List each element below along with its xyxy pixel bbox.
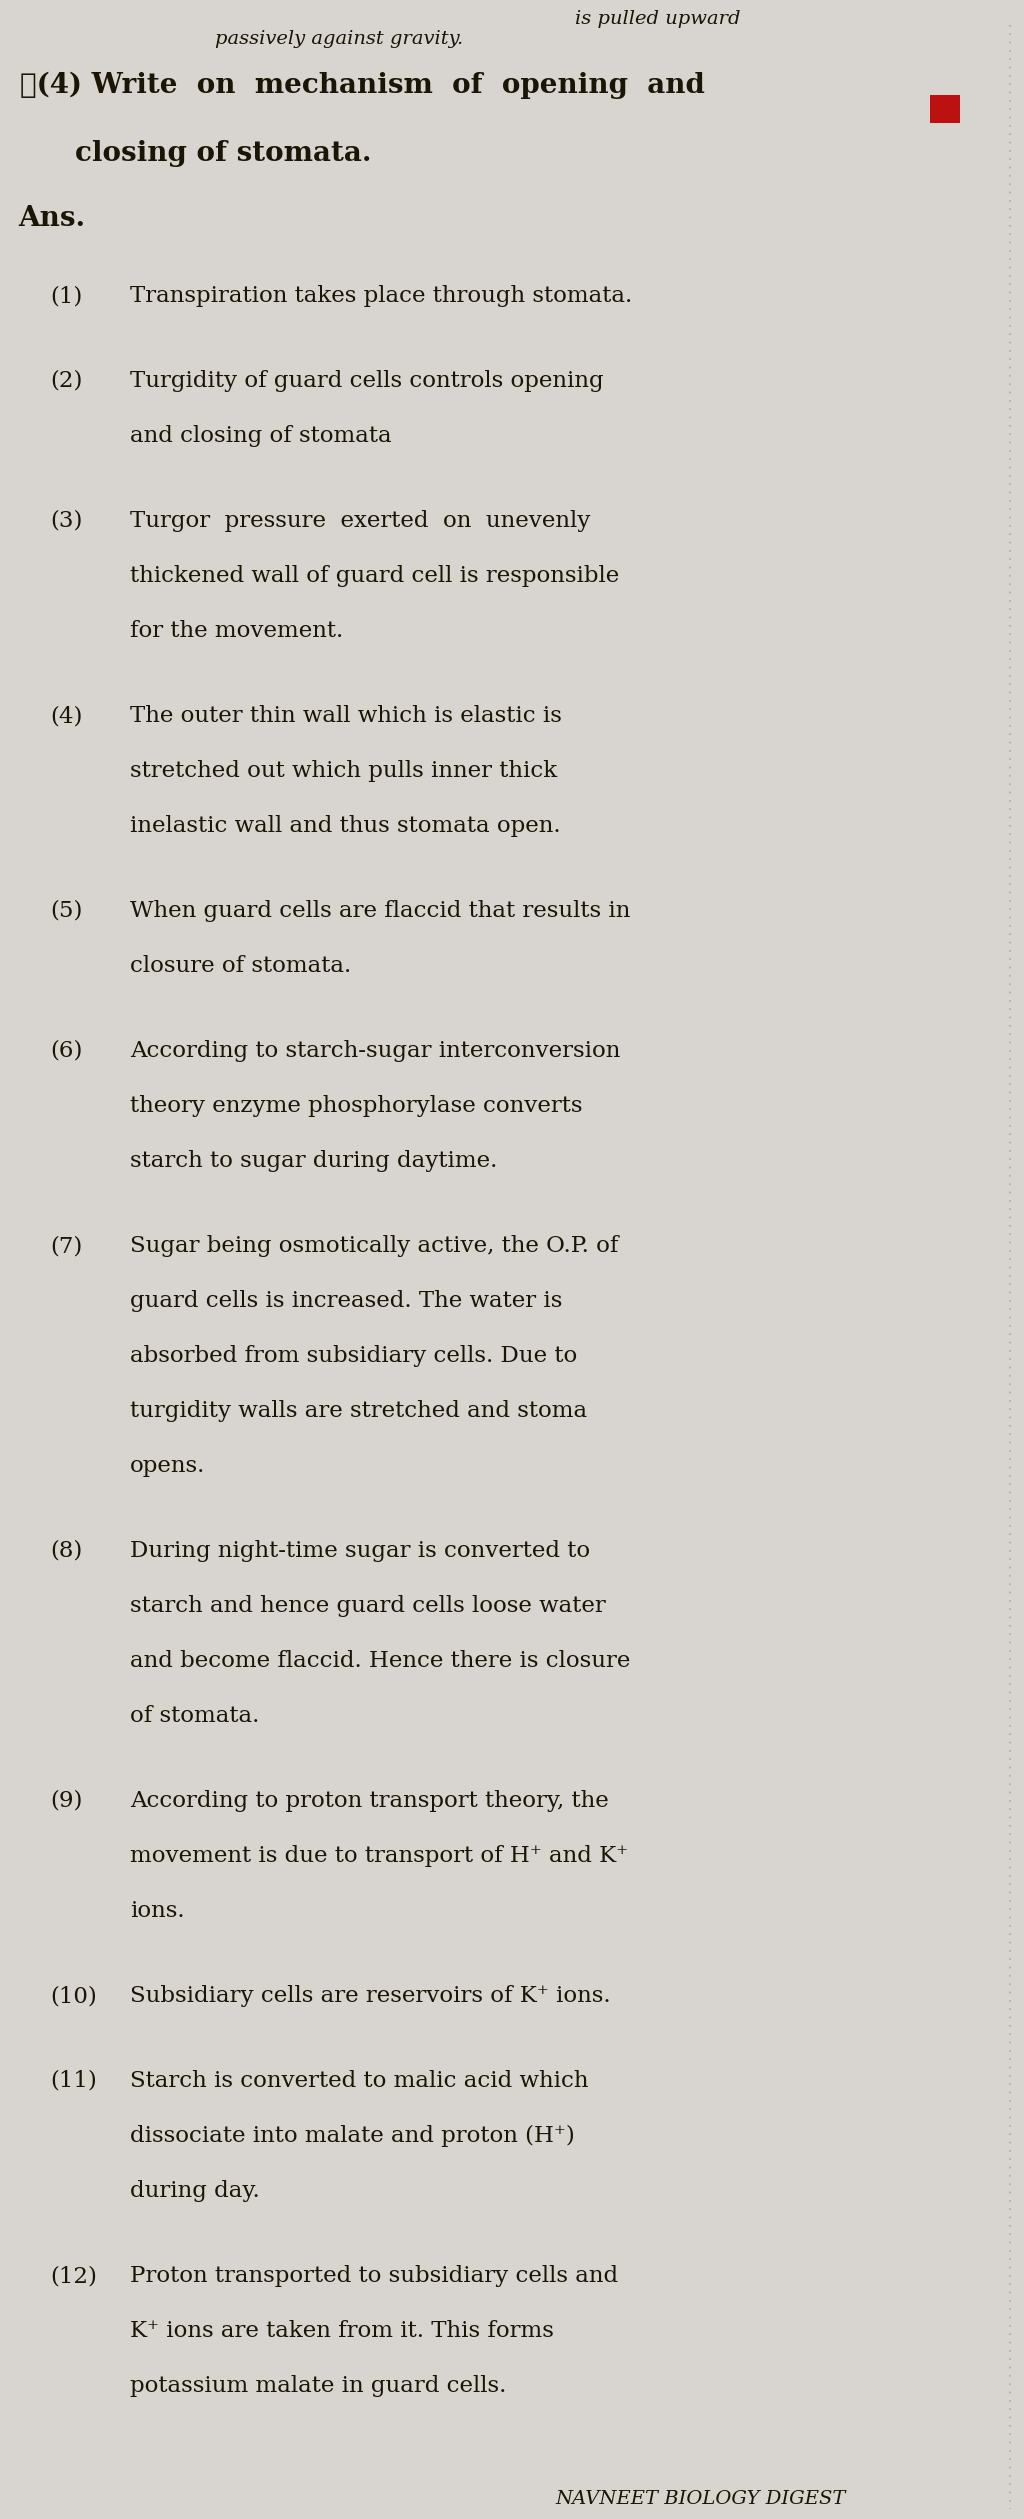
Text: (3): (3) — [50, 509, 82, 532]
Text: (9): (9) — [50, 1791, 82, 1811]
Text: starch to sugar during daytime.: starch to sugar during daytime. — [130, 1151, 498, 1171]
Text: K⁺ ions are taken from it. This forms: K⁺ ions are taken from it. This forms — [130, 2320, 554, 2343]
Text: (2): (2) — [50, 370, 82, 393]
Text: movement is due to transport of H⁺ and K⁺: movement is due to transport of H⁺ and K… — [130, 1844, 628, 1867]
Text: guard cells is increased. The water is: guard cells is increased. The water is — [130, 1290, 562, 1312]
Text: of stomata.: of stomata. — [130, 1705, 259, 1728]
Text: closing of stomata.: closing of stomata. — [75, 141, 372, 166]
Text: thickened wall of guard cell is responsible: thickened wall of guard cell is responsi… — [130, 564, 620, 587]
Text: Turgidity of guard cells controls opening: Turgidity of guard cells controls openin… — [130, 370, 603, 393]
Text: (12): (12) — [50, 2265, 97, 2287]
Text: Starch is converted to malic acid which: Starch is converted to malic acid which — [130, 2071, 589, 2091]
Text: opens.: opens. — [130, 1456, 206, 1476]
Text: starch and hence guard cells loose water: starch and hence guard cells loose water — [130, 1595, 606, 1617]
Text: (1): (1) — [50, 285, 82, 307]
Text: absorbed from subsidiary cells. Due to: absorbed from subsidiary cells. Due to — [130, 1345, 578, 1368]
Text: (11): (11) — [50, 2071, 96, 2091]
Text: When guard cells are flaccid that results in: When guard cells are flaccid that result… — [130, 899, 631, 922]
Text: during day.: during day. — [130, 2179, 260, 2202]
Text: Sugar being osmotically active, the O.P. of: Sugar being osmotically active, the O.P.… — [130, 1234, 618, 1257]
Text: stretched out which pulls inner thick: stretched out which pulls inner thick — [130, 761, 557, 781]
Text: and closing of stomata: and closing of stomata — [130, 426, 391, 446]
Text: Transpiration takes place through stomata.: Transpiration takes place through stomat… — [130, 285, 632, 307]
Text: According to starch-sugar interconversion: According to starch-sugar interconversio… — [130, 1040, 621, 1063]
Text: (8): (8) — [50, 1539, 82, 1562]
Text: passively against gravity.: passively against gravity. — [215, 30, 463, 48]
Bar — [930, 96, 961, 123]
Text: Turgor  pressure  exerted  on  unevenly: Turgor pressure exerted on unevenly — [130, 509, 591, 532]
Text: is pulled upward: is pulled upward — [575, 10, 740, 28]
Text: NAVNEET BIOLOGY DIGEST: NAVNEET BIOLOGY DIGEST — [555, 2489, 846, 2509]
Text: turgidity walls are stretched and stoma: turgidity walls are stretched and stoma — [130, 1401, 587, 1423]
Text: (10): (10) — [50, 1985, 96, 2008]
Text: ★(4) Write  on  mechanism  of  opening  and: ★(4) Write on mechanism of opening and — [20, 73, 705, 98]
Text: According to proton transport theory, the: According to proton transport theory, th… — [130, 1791, 608, 1811]
Text: and become flaccid. Hence there is closure: and become flaccid. Hence there is closu… — [130, 1650, 631, 1673]
Text: The outer thin wall which is elastic is: The outer thin wall which is elastic is — [130, 705, 562, 728]
Text: ions.: ions. — [130, 1899, 184, 1922]
Text: dissociate into malate and proton (H⁺): dissociate into malate and proton (H⁺) — [130, 2126, 574, 2146]
Text: (6): (6) — [50, 1040, 82, 1063]
Text: potassium malate in guard cells.: potassium malate in guard cells. — [130, 2375, 507, 2398]
Text: for the movement.: for the movement. — [130, 620, 343, 642]
Text: inelastic wall and thus stomata open.: inelastic wall and thus stomata open. — [130, 816, 560, 836]
Text: During night-time sugar is converted to: During night-time sugar is converted to — [130, 1539, 590, 1562]
Text: Proton transported to subsidiary cells and: Proton transported to subsidiary cells a… — [130, 2265, 618, 2287]
Text: Subsidiary cells are reservoirs of K⁺ ions.: Subsidiary cells are reservoirs of K⁺ io… — [130, 1985, 610, 2008]
Text: (5): (5) — [50, 899, 82, 922]
Text: closure of stomata.: closure of stomata. — [130, 955, 351, 977]
Text: (7): (7) — [50, 1234, 82, 1257]
Text: Ans.: Ans. — [18, 204, 85, 232]
Text: (4): (4) — [50, 705, 82, 728]
Text: theory enzyme phosphorylase converts: theory enzyme phosphorylase converts — [130, 1096, 583, 1116]
